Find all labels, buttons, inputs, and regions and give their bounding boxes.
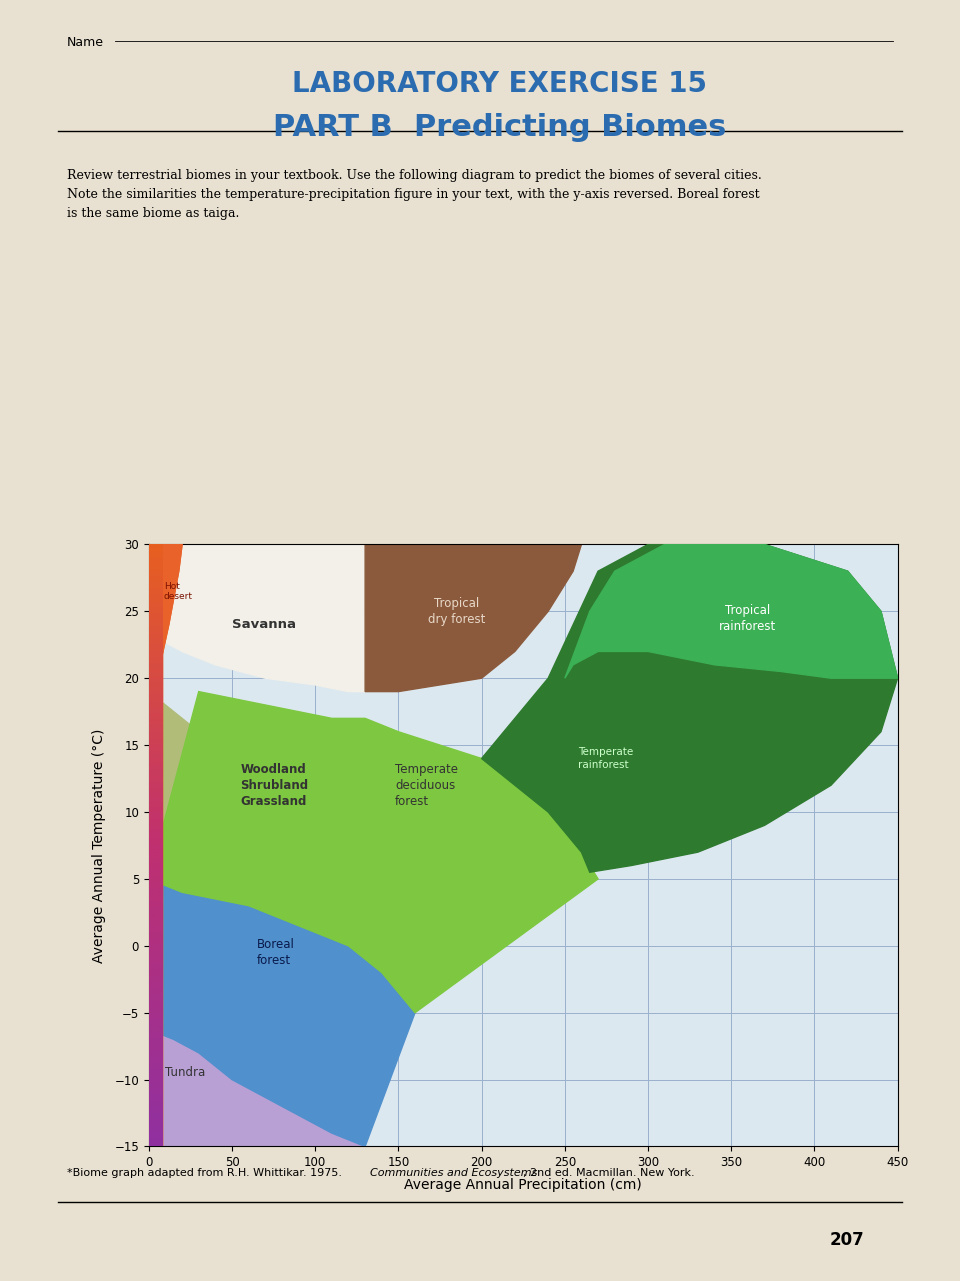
Text: Temperate
rainforest: Temperate rainforest — [578, 747, 634, 770]
Polygon shape — [149, 839, 151, 1026]
Text: PART B  Predicting Biomes: PART B Predicting Biomes — [273, 113, 726, 142]
Polygon shape — [149, 544, 182, 692]
Polygon shape — [149, 692, 157, 839]
Text: Woodland
Shrubland
Grassland: Woodland Shrubland Grassland — [240, 762, 308, 808]
Text: , 2nd ed. Macmillan. New York.: , 2nd ed. Macmillan. New York. — [523, 1168, 695, 1179]
Polygon shape — [149, 692, 598, 1013]
Polygon shape — [482, 544, 898, 872]
Text: Tundra: Tundra — [165, 1066, 205, 1080]
Text: Temperate
deciduous
forest: Temperate deciduous forest — [396, 762, 458, 808]
Polygon shape — [149, 879, 415, 1146]
Polygon shape — [149, 544, 182, 678]
Polygon shape — [564, 544, 898, 678]
Text: *Biome graph adapted from R.H. Whittikar. 1975.: *Biome graph adapted from R.H. Whittikar… — [67, 1168, 346, 1179]
X-axis label: Average Annual Precipitation (cm): Average Annual Precipitation (cm) — [404, 1177, 642, 1191]
Polygon shape — [149, 692, 415, 1013]
Y-axis label: Average Annual Temperature (°C): Average Annual Temperature (°C) — [92, 729, 106, 962]
Text: Boreal
forest: Boreal forest — [257, 938, 295, 967]
Text: Review terrestrial biomes in your textbook. Use the following diagram to predict: Review terrestrial biomes in your textbo… — [67, 169, 762, 220]
Text: Tropical
dry forest: Tropical dry forest — [428, 597, 486, 626]
Text: Name: Name — [67, 36, 105, 49]
Polygon shape — [365, 544, 582, 692]
Text: Savanna: Savanna — [232, 619, 296, 632]
Text: LABORATORY EXERCISE 15: LABORATORY EXERCISE 15 — [292, 70, 707, 99]
Polygon shape — [149, 1026, 365, 1146]
Polygon shape — [149, 544, 365, 692]
Text: Tropical
rainforest: Tropical rainforest — [719, 603, 777, 633]
Text: Hot
desert: Hot desert — [164, 582, 193, 601]
Text: Communities and Ecosystems: Communities and Ecosystems — [370, 1168, 537, 1179]
Text: 207: 207 — [829, 1231, 864, 1249]
